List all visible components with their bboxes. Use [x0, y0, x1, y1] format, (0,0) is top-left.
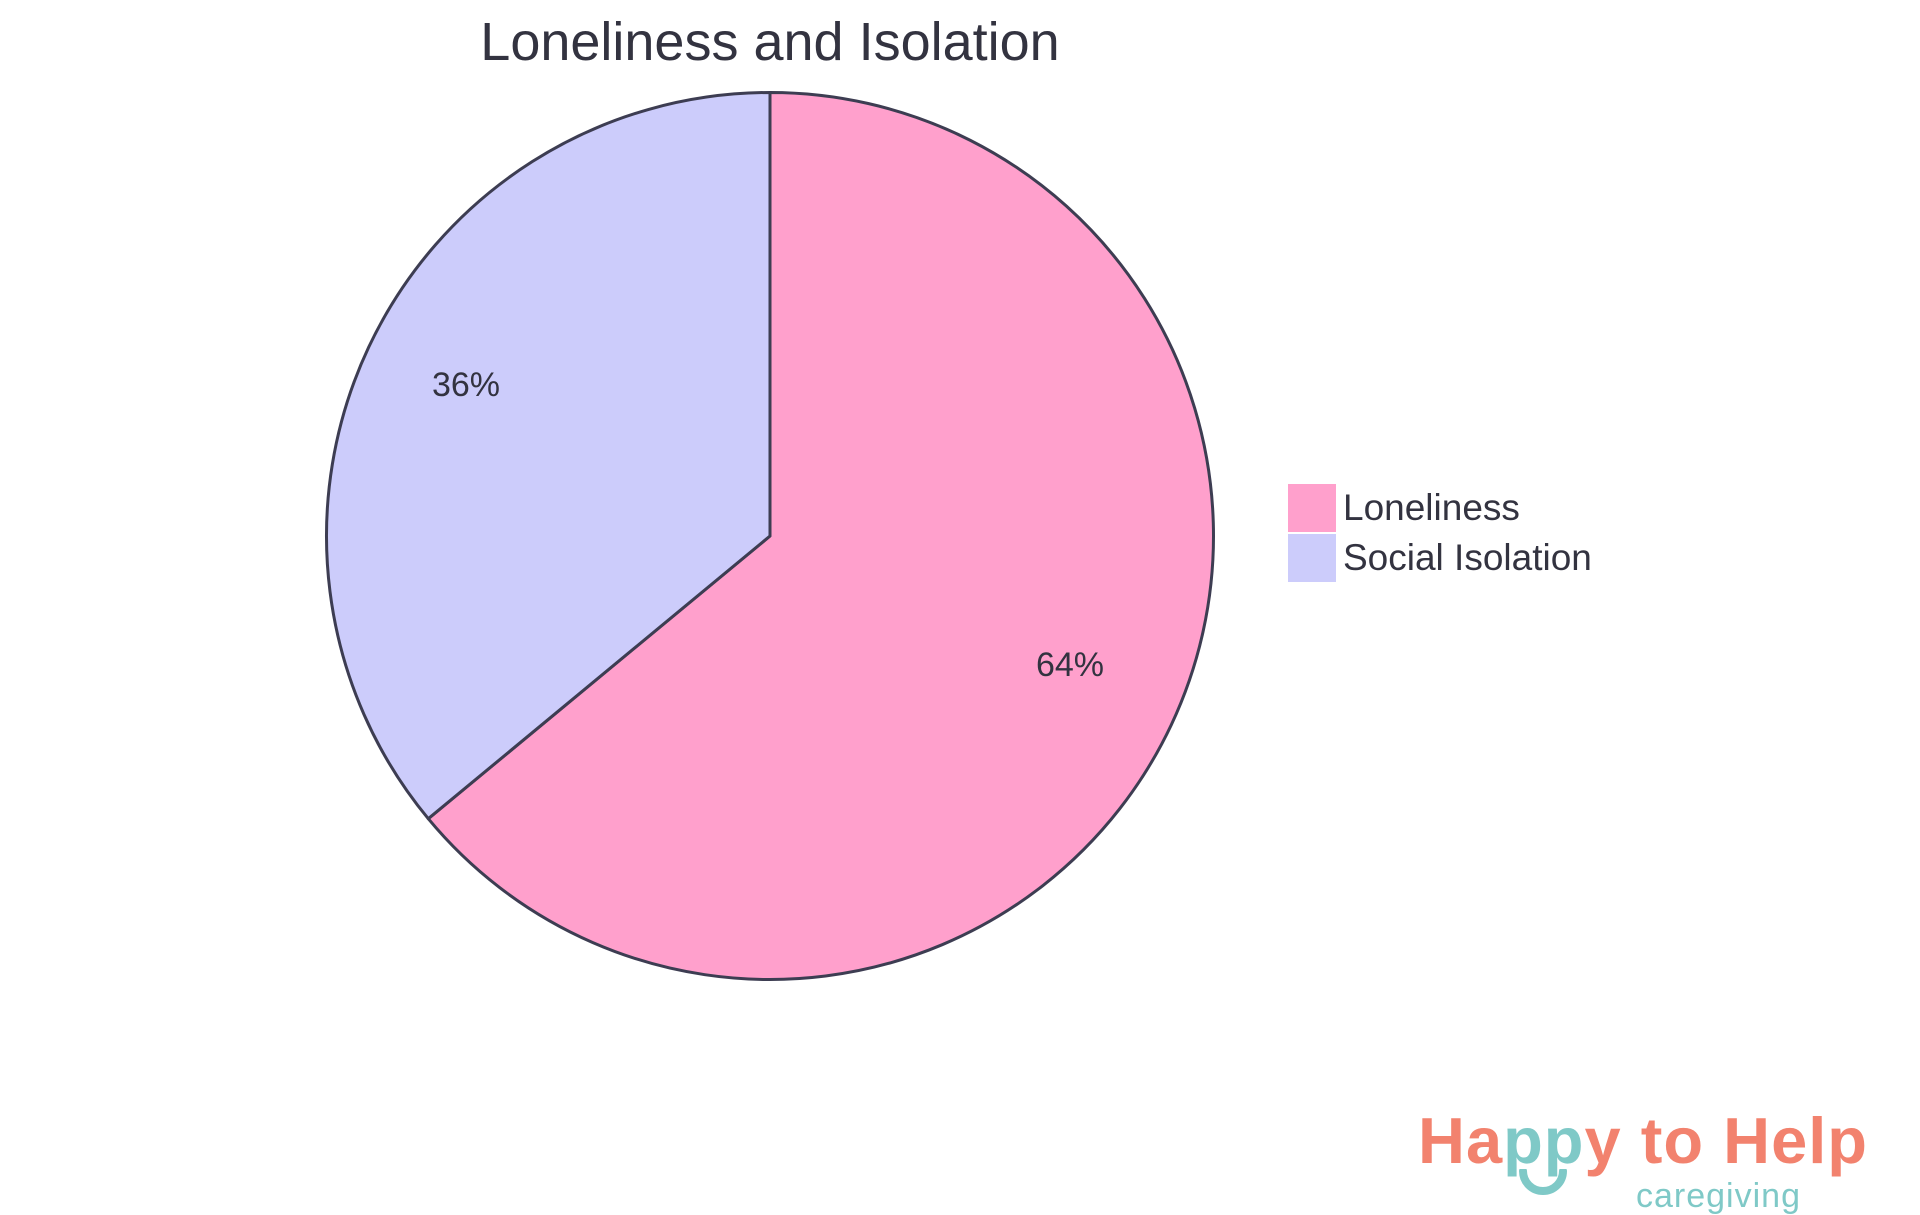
- svg-text:36%: 36%: [432, 366, 500, 404]
- svg-text:64%: 64%: [1036, 646, 1104, 684]
